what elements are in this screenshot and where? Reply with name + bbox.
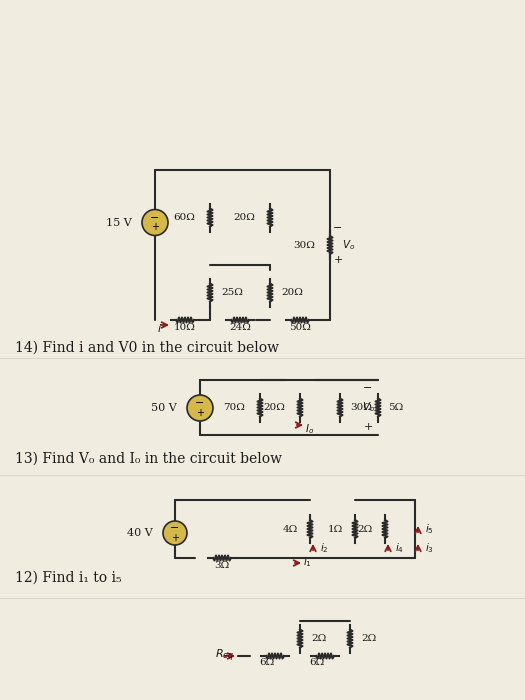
Text: +: + [196, 408, 204, 418]
Text: 15 V: 15 V [106, 218, 132, 228]
Text: −: − [363, 383, 373, 393]
Circle shape [187, 395, 213, 421]
Text: 30Ω: 30Ω [293, 241, 315, 249]
Text: 24Ω: 24Ω [229, 323, 251, 332]
Text: $V_o$: $V_o$ [362, 400, 375, 414]
Text: $V_o$: $V_o$ [342, 238, 355, 252]
Text: 20Ω: 20Ω [281, 288, 303, 297]
Circle shape [142, 209, 168, 235]
Text: +: + [171, 533, 179, 543]
Text: 40 V: 40 V [127, 528, 153, 538]
Text: $i_5$: $i_5$ [425, 522, 434, 536]
Text: 50 V: 50 V [151, 403, 177, 413]
Text: 50Ω: 50Ω [289, 323, 311, 332]
Text: 20Ω: 20Ω [263, 403, 285, 412]
Text: $I_o$: $I_o$ [305, 422, 314, 436]
Text: 4Ω: 4Ω [283, 524, 298, 533]
Text: 30Ω: 30Ω [350, 403, 372, 412]
Text: 3Ω: 3Ω [214, 561, 229, 570]
Text: $i$: $i$ [158, 322, 163, 334]
Text: −: − [333, 223, 343, 233]
Text: +: + [333, 255, 343, 265]
Text: +: + [151, 223, 159, 232]
Text: 13) Find V₀ and I₀ in the circuit below: 13) Find V₀ and I₀ in the circuit below [15, 452, 282, 466]
Text: $i_3$: $i_3$ [425, 541, 434, 555]
Text: 60Ω: 60Ω [173, 213, 195, 222]
Text: 12) Find i₁ to i₅: 12) Find i₁ to i₅ [15, 571, 121, 585]
Text: $i_2$: $i_2$ [320, 541, 329, 555]
Text: 2Ω: 2Ω [358, 524, 373, 533]
Text: −: − [170, 523, 180, 533]
Text: $i_4$: $i_4$ [395, 541, 404, 555]
Text: $R_{eq}$: $R_{eq}$ [215, 648, 235, 664]
Text: 2Ω: 2Ω [361, 634, 376, 643]
Text: 1Ω: 1Ω [328, 524, 343, 533]
Text: 25Ω: 25Ω [221, 288, 243, 297]
Text: +: + [363, 422, 373, 432]
Text: 20Ω: 20Ω [233, 213, 255, 222]
Text: 6Ω: 6Ω [259, 658, 275, 667]
Text: 70Ω: 70Ω [223, 403, 245, 412]
Text: −: − [150, 213, 160, 223]
Text: −: − [195, 398, 205, 408]
Text: $i_1$: $i_1$ [302, 555, 311, 569]
Text: 14) Find i and V0 in the circuit below: 14) Find i and V0 in the circuit below [15, 341, 279, 355]
Text: 10Ω: 10Ω [174, 323, 196, 332]
Circle shape [163, 521, 187, 545]
Text: 5Ω: 5Ω [388, 403, 403, 412]
Text: 6Ω: 6Ω [309, 658, 324, 667]
Text: 2Ω: 2Ω [311, 634, 326, 643]
